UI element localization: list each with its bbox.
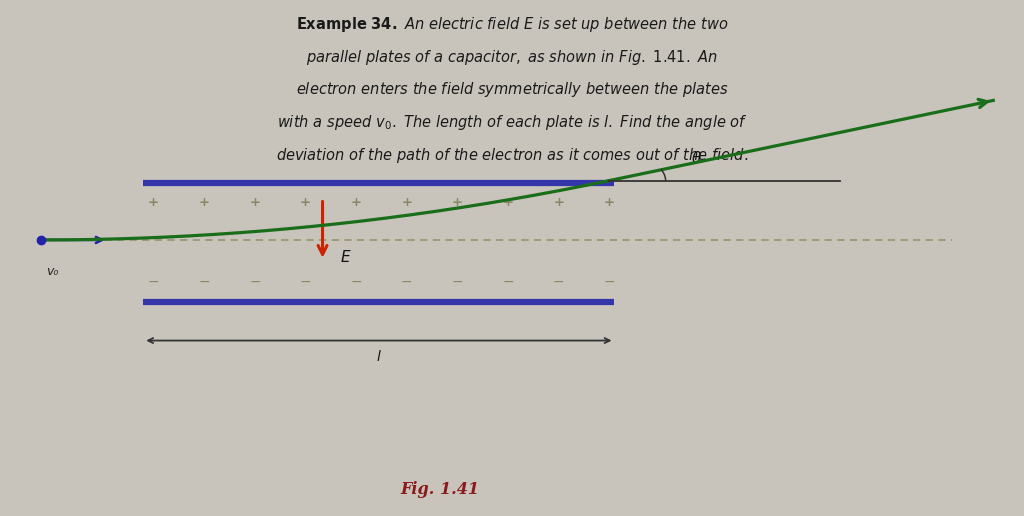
Text: $\it{electron\ enters\ the\ field\ symmetrically\ between\ the\ plates}$: $\it{electron\ enters\ the\ field\ symme… — [296, 80, 728, 100]
Text: +: + — [401, 196, 413, 209]
Text: −: − — [452, 275, 463, 289]
Text: $\bf{Example\ 34.}$ $\it{An\ electric\ field\ E\ is\ set\ up\ between\ the\ two}: $\bf{Example\ 34.}$ $\it{An\ electric\ f… — [296, 15, 728, 35]
Text: $\it{parallel\ plates\ of\ a\ capacitor,\ as\ shown\ in\ Fig.\ 1.41.\ An}$: $\it{parallel\ plates\ of\ a\ capacitor,… — [306, 48, 718, 67]
Text: −: − — [300, 275, 311, 289]
Text: +: + — [199, 196, 210, 209]
Text: Fig. 1.41: Fig. 1.41 — [400, 481, 480, 498]
Text: +: + — [553, 196, 564, 209]
Text: −: − — [553, 275, 564, 289]
Text: +: + — [452, 196, 463, 209]
Text: −: − — [603, 275, 615, 289]
Text: $\it{with\ a\ speed\ v_0.\ The\ length\ of\ each\ plate\ is\ l.\ Find\ the\ angl: $\it{with\ a\ speed\ v_0.\ The\ length\ … — [276, 113, 748, 132]
Text: +: + — [350, 196, 361, 209]
Text: v₀: v₀ — [46, 265, 58, 278]
Text: −: − — [401, 275, 413, 289]
Text: +: + — [250, 196, 260, 209]
Text: −: − — [249, 275, 261, 289]
Text: +: + — [148, 196, 159, 209]
Text: l: l — [377, 350, 381, 364]
Text: +: + — [300, 196, 311, 209]
Text: −: − — [350, 275, 361, 289]
Text: +: + — [503, 196, 513, 209]
Text: −: − — [147, 275, 160, 289]
Text: E: E — [341, 250, 350, 266]
Text: +: + — [604, 196, 614, 209]
Text: −: − — [199, 275, 210, 289]
Text: θ: θ — [691, 151, 701, 166]
Text: −: − — [502, 275, 514, 289]
Text: $\it{deviation\ of\ the\ path\ of\ the\ electron\ as\ it\ comes\ out\ of\ the\ f: $\it{deviation\ of\ the\ path\ of\ the\ … — [275, 146, 749, 165]
